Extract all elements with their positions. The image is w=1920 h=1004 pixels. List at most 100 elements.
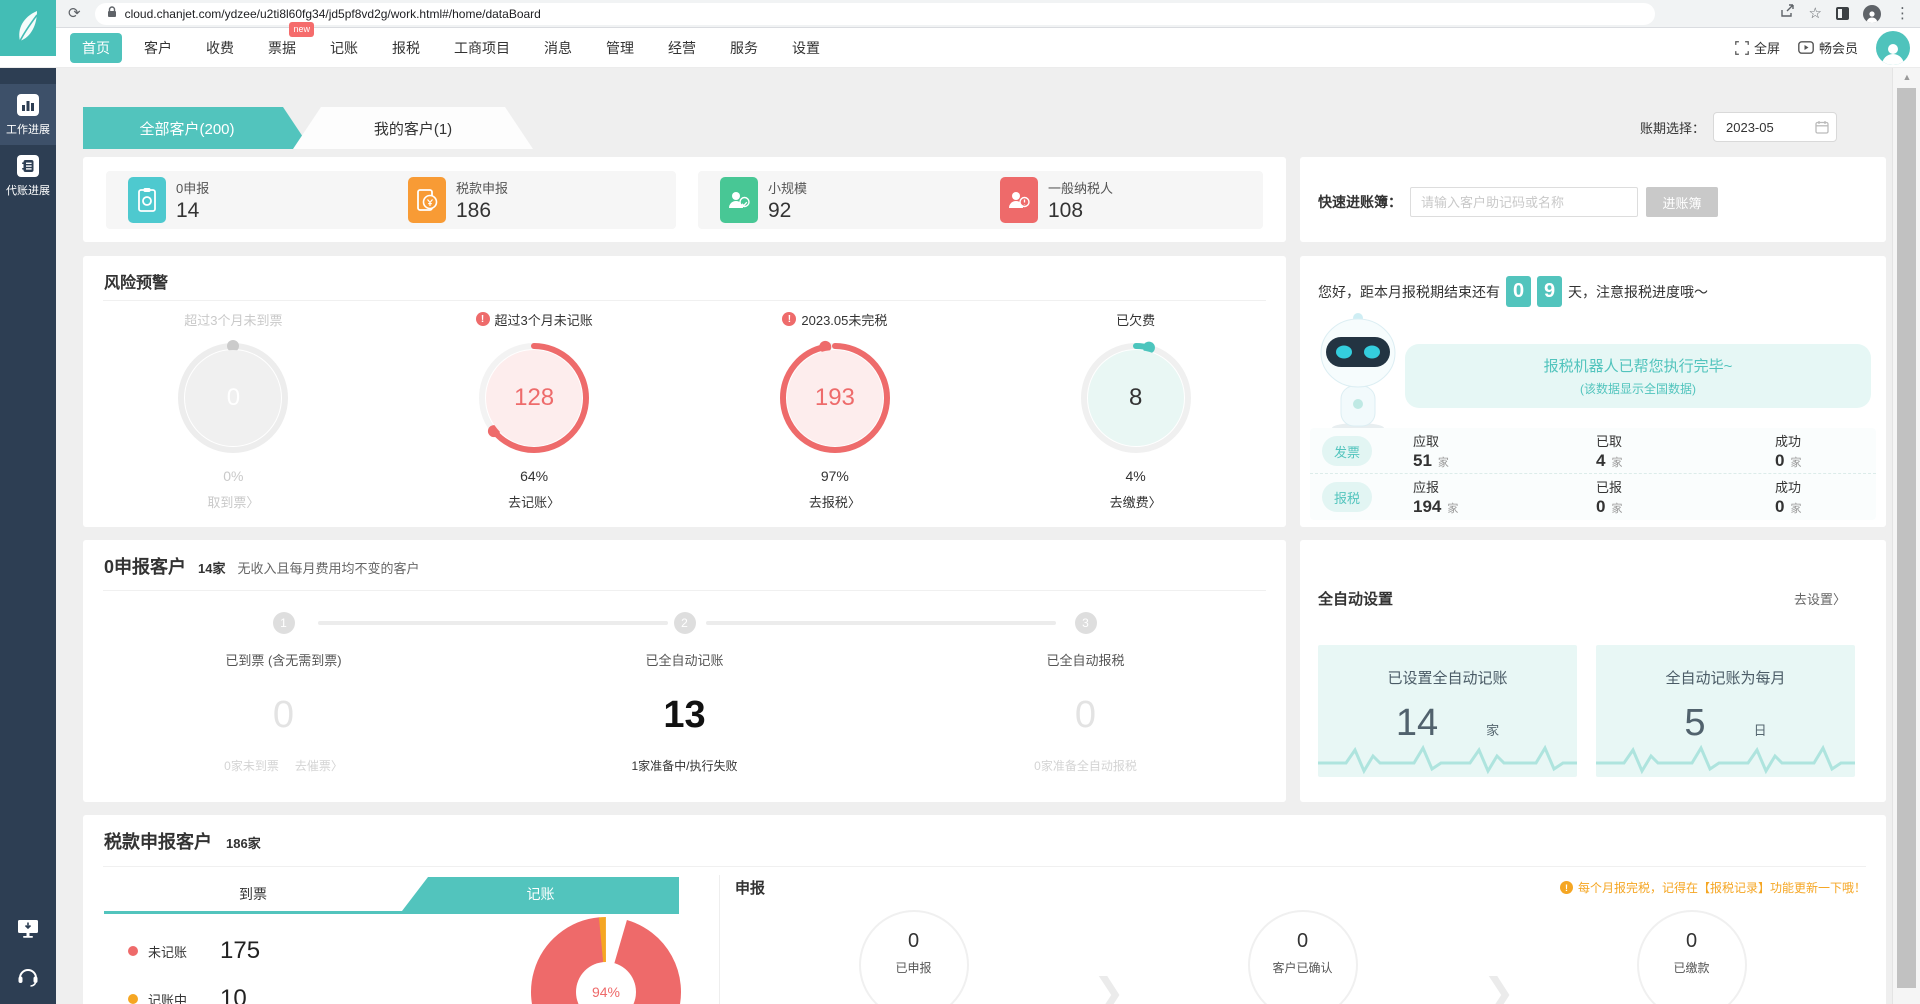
nav-item-invoices[interactable]: 票据 new <box>256 21 314 63</box>
page-scrollbar: ▲ <box>1892 68 1920 1004</box>
browser-toolbar: ← → ⟳ cloud.chanjet.com/ydzee/u2ti8l60fg… <box>0 0 1920 28</box>
tab-my-customers[interactable]: 我的客户(1) <box>293 107 533 149</box>
stat-general-taxpayer: 一般纳税人 108 <box>1000 177 1113 223</box>
sidebar-item-work-progress[interactable]: 工作进展 <box>0 84 56 145</box>
enter-ledger-button[interactable]: 进账簿 <box>1646 187 1718 217</box>
bookmark-star-icon[interactable]: ☆ <box>1808 5 1822 22</box>
gauge-tax-unpaid: ! 2023.05未完税 193 97% 去报税〉 <box>685 310 986 511</box>
quick-entry-panel: 快速进账簿： 进账簿 <box>1300 157 1886 242</box>
donut-center-label: 94% <box>576 962 636 1004</box>
tax-doc-icon <box>408 177 446 223</box>
stat-zero-declare: 0申报 14 <box>128 177 408 223</box>
legend-dot <box>128 994 138 1004</box>
go-tax-filing-link[interactable]: 去报税〉 <box>808 495 861 510</box>
stats-panel: 0申报 14 税款申报 186 小规模 92 一般纳税人 108 <box>83 157 1286 242</box>
main-nav: 首页 客户 收费 票据 new 记账 报税 工商项目 消息 管理 经营 服务 设置 <box>70 21 832 63</box>
robot-panel: 您好，距本月报税期结束还有 0 9 天，注意报税进度哦～ 报税机器人已帮您执行完… <box>1300 256 1886 527</box>
tax-record-notice: ! 每个月报完税，记得在【报税记录】功能更新一下哦！ <box>1559 879 1866 896</box>
address-bar[interactable]: cloud.chanjet.com/ydzee/u2ti8l60fg34/jd5… <box>94 2 1655 25</box>
ecg-line <box>1596 744 1855 775</box>
invoice-tag: 发票 <box>1322 436 1372 466</box>
app-header: 首页 客户 收费 票据 new 记账 报税 工商项目 消息 管理 经营 服务 设置… <box>0 21 1920 68</box>
go-bookkeeping-link[interactable]: 去记账〉 <box>508 495 561 510</box>
scrollbar-up-arrow[interactable]: ▲ <box>1902 72 1912 82</box>
share-icon[interactable] <box>1780 4 1795 23</box>
circle-declared: 0 已申报 <box>858 910 969 1004</box>
member-button[interactable]: 畅会员 <box>1798 38 1858 57</box>
bar-chart-icon <box>17 94 39 116</box>
ecg-line <box>1318 744 1577 775</box>
nav-item-operation[interactable]: 经营 <box>668 39 696 56</box>
new-badge: new <box>289 21 314 37</box>
declare-circles: 0 已申报 0 客户已确认 0 已缴款 <box>719 910 1886 1004</box>
quick-entry-input[interactable] <box>1410 187 1638 217</box>
users-icon <box>720 177 758 223</box>
nav-item-tax-filing[interactable]: 报税 <box>392 39 420 56</box>
play-icon <box>1798 41 1814 54</box>
calendar-icon[interactable] <box>1815 120 1829 137</box>
client-download-icon[interactable] <box>17 919 39 944</box>
tab-all-customers[interactable]: 全部客户(200) <box>83 107 311 149</box>
robot-stats-box: 发票 应取 51 家 已取 4 家 成功 0 家 报税 应报 194 家 已报 0 家 成功 0 家 <box>1310 428 1876 520</box>
zero-declare-title: 0申报客户 <box>104 557 187 577</box>
nav-item-messages[interactable]: 消息 <box>544 39 572 56</box>
fullscreen-icon <box>1735 40 1749 55</box>
risk-panel-title: 风险预警 <box>104 275 169 292</box>
gauge-row: 超过3个月未到票 0 0% 取到票〉 ! 超过3个月未记账 128 64% 去记账… <box>83 310 1286 511</box>
circle-customer-confirmed: 0 客户已确认 <box>1247 910 1358 1004</box>
step-auto-filed: 3 已全自动报税 0 0家准备全自动报税 <box>885 612 1286 774</box>
nav-item-customers[interactable]: 客户 <box>144 39 172 56</box>
auto-steps: 1 已到票 (含无需到票) 0 0家未到票 去催票〉 2 已全自动记账 13 1家… <box>83 612 1286 774</box>
nav-item-services[interactable]: 服务 <box>730 39 758 56</box>
nav-item-bookkeeping[interactable]: 记账 <box>330 39 358 56</box>
lock-icon <box>107 5 117 23</box>
arrow-right-icon: ❯ <box>1093 972 1125 1004</box>
alert-icon: ! <box>782 312 797 326</box>
tax-declare-panel: 税款申报客户 186家 到票 记账 未记账 175 记账中 10 94% 申报 … <box>83 815 1886 1004</box>
reload-icon[interactable]: ⟳ <box>68 5 81 22</box>
stat-card-declare: 0申报 14 税款申报 186 <box>106 171 676 229</box>
invoice-stats-row: 发票 应取 51 家 已取 4 家 成功 0 家 <box>1310 428 1876 472</box>
side-panel-icon[interactable] <box>1836 7 1849 20</box>
browser-profile-icon[interactable] <box>1863 4 1881 23</box>
gauge-no-invoice: 超过3个月未到票 0 0% 取到票〉 <box>83 310 384 511</box>
nav-item-business-projects[interactable]: 工商项目 <box>454 39 510 56</box>
fullscreen-button[interactable]: 全屏 <box>1735 38 1780 57</box>
tax-tag: 报税 <box>1322 482 1372 512</box>
support-headset-icon[interactable] <box>17 966 39 992</box>
sidebar: 工作进展 代账进展 <box>0 68 56 1004</box>
sidebar-item-account-progress[interactable]: 代账进展 <box>0 145 56 206</box>
legend-dot <box>128 946 138 956</box>
menu-dots-icon[interactable]: ⋮ <box>1895 5 1910 22</box>
warning-icon: ! <box>1559 881 1573 894</box>
zero-declare-count: 14家 <box>198 561 226 576</box>
nav-item-fees[interactable]: 收费 <box>206 39 234 56</box>
urge-invoice-link[interactable]: 去催票〉 <box>294 759 343 773</box>
go-pay-fee-link[interactable]: 去缴费〉 <box>1109 495 1162 510</box>
quick-entry-label: 快速进账簿： <box>1318 194 1402 210</box>
tax-stats-row: 报税 应报 194 家 已报 0 家 成功 0 家 <box>1310 473 1876 517</box>
get-invoice-link[interactable]: 取到票〉 <box>207 495 260 510</box>
tab-invoice-arrival[interactable]: 到票 <box>104 877 402 911</box>
leaf-logo-icon <box>19 11 38 42</box>
nav-item-home[interactable]: 首页 <box>70 32 122 63</box>
nav-item-management[interactable]: 管理 <box>606 39 634 56</box>
stat-card-taxpayer: 小规模 92 一般纳税人 108 <box>698 171 1263 229</box>
zero-declare-panel: 0申报客户 14家 无收入且每月费用均不变的客户 1 已到票 (含无需到票) 0… <box>83 540 1286 802</box>
stat-tax-declare: 税款申报 186 <box>408 177 508 223</box>
period-selector: 账期选择： <box>1640 112 1838 142</box>
robot-mascot <box>1320 313 1396 433</box>
tab-bookkeeping[interactable]: 记账 <box>402 877 679 911</box>
user-avatar[interactable] <box>1876 30 1910 65</box>
deadline-greeting: 您好，距本月报税期结束还有 0 9 天，注意报税进度哦～ <box>1318 276 1708 307</box>
auto-setting-title: 全自动设置 <box>1318 591 1394 608</box>
nav-item-settings[interactable]: 设置 <box>792 39 820 56</box>
app-logo[interactable] <box>0 0 56 56</box>
go-settings-link[interactable]: 去设置〉 <box>1793 592 1846 607</box>
bookkeeping-donut-chart: 94% <box>526 912 686 1004</box>
alert-icon: ! <box>475 312 490 326</box>
scrollbar-thumb[interactable] <box>1897 88 1916 988</box>
step-invoice-arrived: 1 已到票 (含无需到票) 0 0家未到票 去催票〉 <box>83 612 484 774</box>
users-icon <box>1000 177 1038 223</box>
